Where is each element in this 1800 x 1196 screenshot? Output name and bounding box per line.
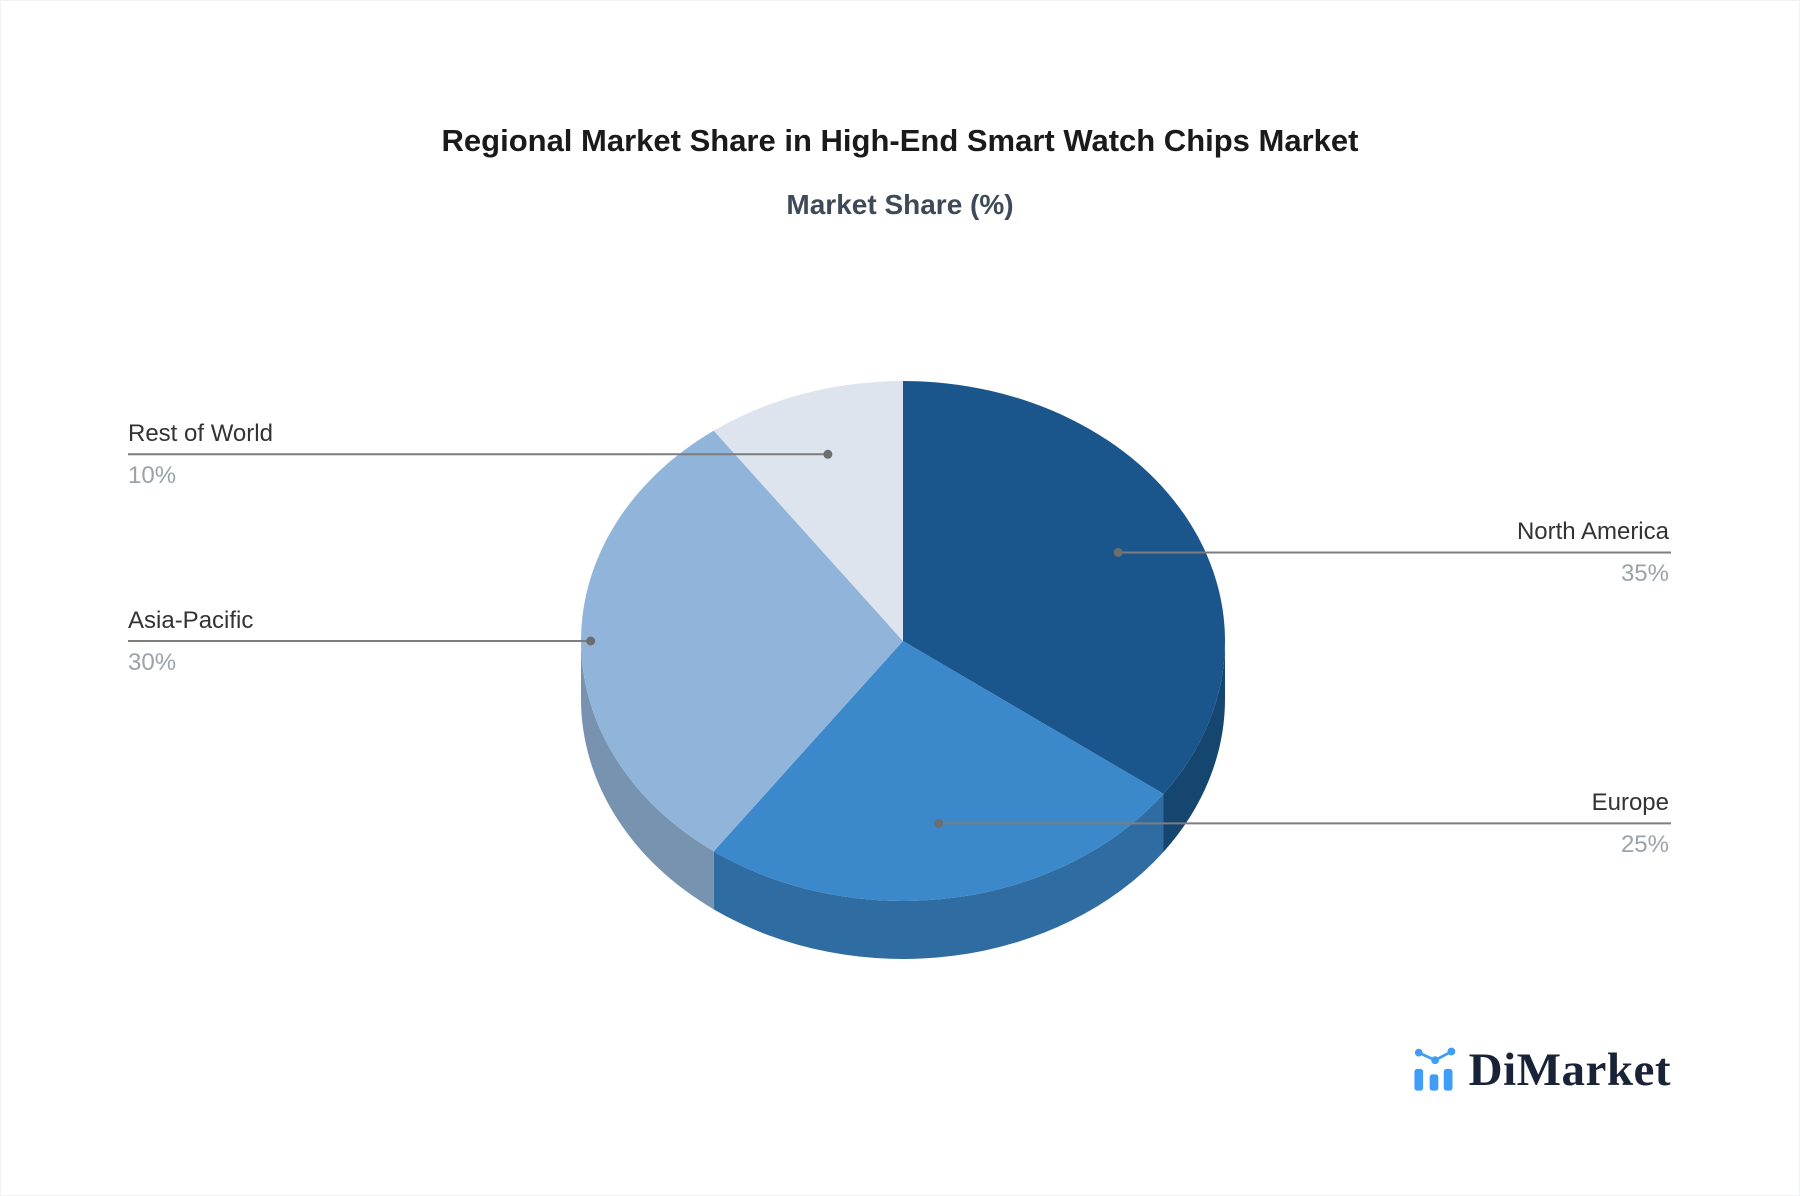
callout-value-europe: 25% [1620, 831, 1669, 859]
callout-dot-asia-pacific [586, 636, 596, 646]
dimarket-logo: DiMarket [1412, 1041, 1671, 1099]
callout-label-north-america: North America [1516, 518, 1669, 546]
pie-slice-north-america [903, 381, 1225, 794]
combo-chart-icon [1414, 1047, 1455, 1091]
callout-label-asia-pacific: Asia-Pacific [128, 607, 254, 634]
pie-slice-side-asia-pacific [581, 641, 714, 910]
callout-dot-north-america [1113, 547, 1123, 557]
callout-value-asia-pacific: 30% [128, 649, 177, 676]
chart-subtitle: Market Share (%) [786, 189, 1014, 220]
pie-slice-side-north-america [1163, 641, 1225, 852]
callout-label-europe: Europe [1591, 789, 1669, 817]
callout-dot-europe [934, 818, 944, 828]
pie-slice-rest-of-world [713, 381, 903, 641]
callout-label-rest-of-world: Rest of World [128, 420, 273, 448]
pie-slice-asia-pacific [581, 430, 903, 852]
logo-text: DiMarket [1468, 1044, 1671, 1096]
pie-slice-europe [713, 641, 1164, 901]
callout-value-rest-of-world: 10% [128, 462, 177, 490]
pie-slice-side-europe [713, 793, 1164, 959]
callout-dot-rest-of-world [823, 449, 833, 459]
chart-title: Regional Market Share in High-End Smart … [441, 123, 1359, 158]
callout-value-north-america: 35% [1620, 560, 1669, 588]
